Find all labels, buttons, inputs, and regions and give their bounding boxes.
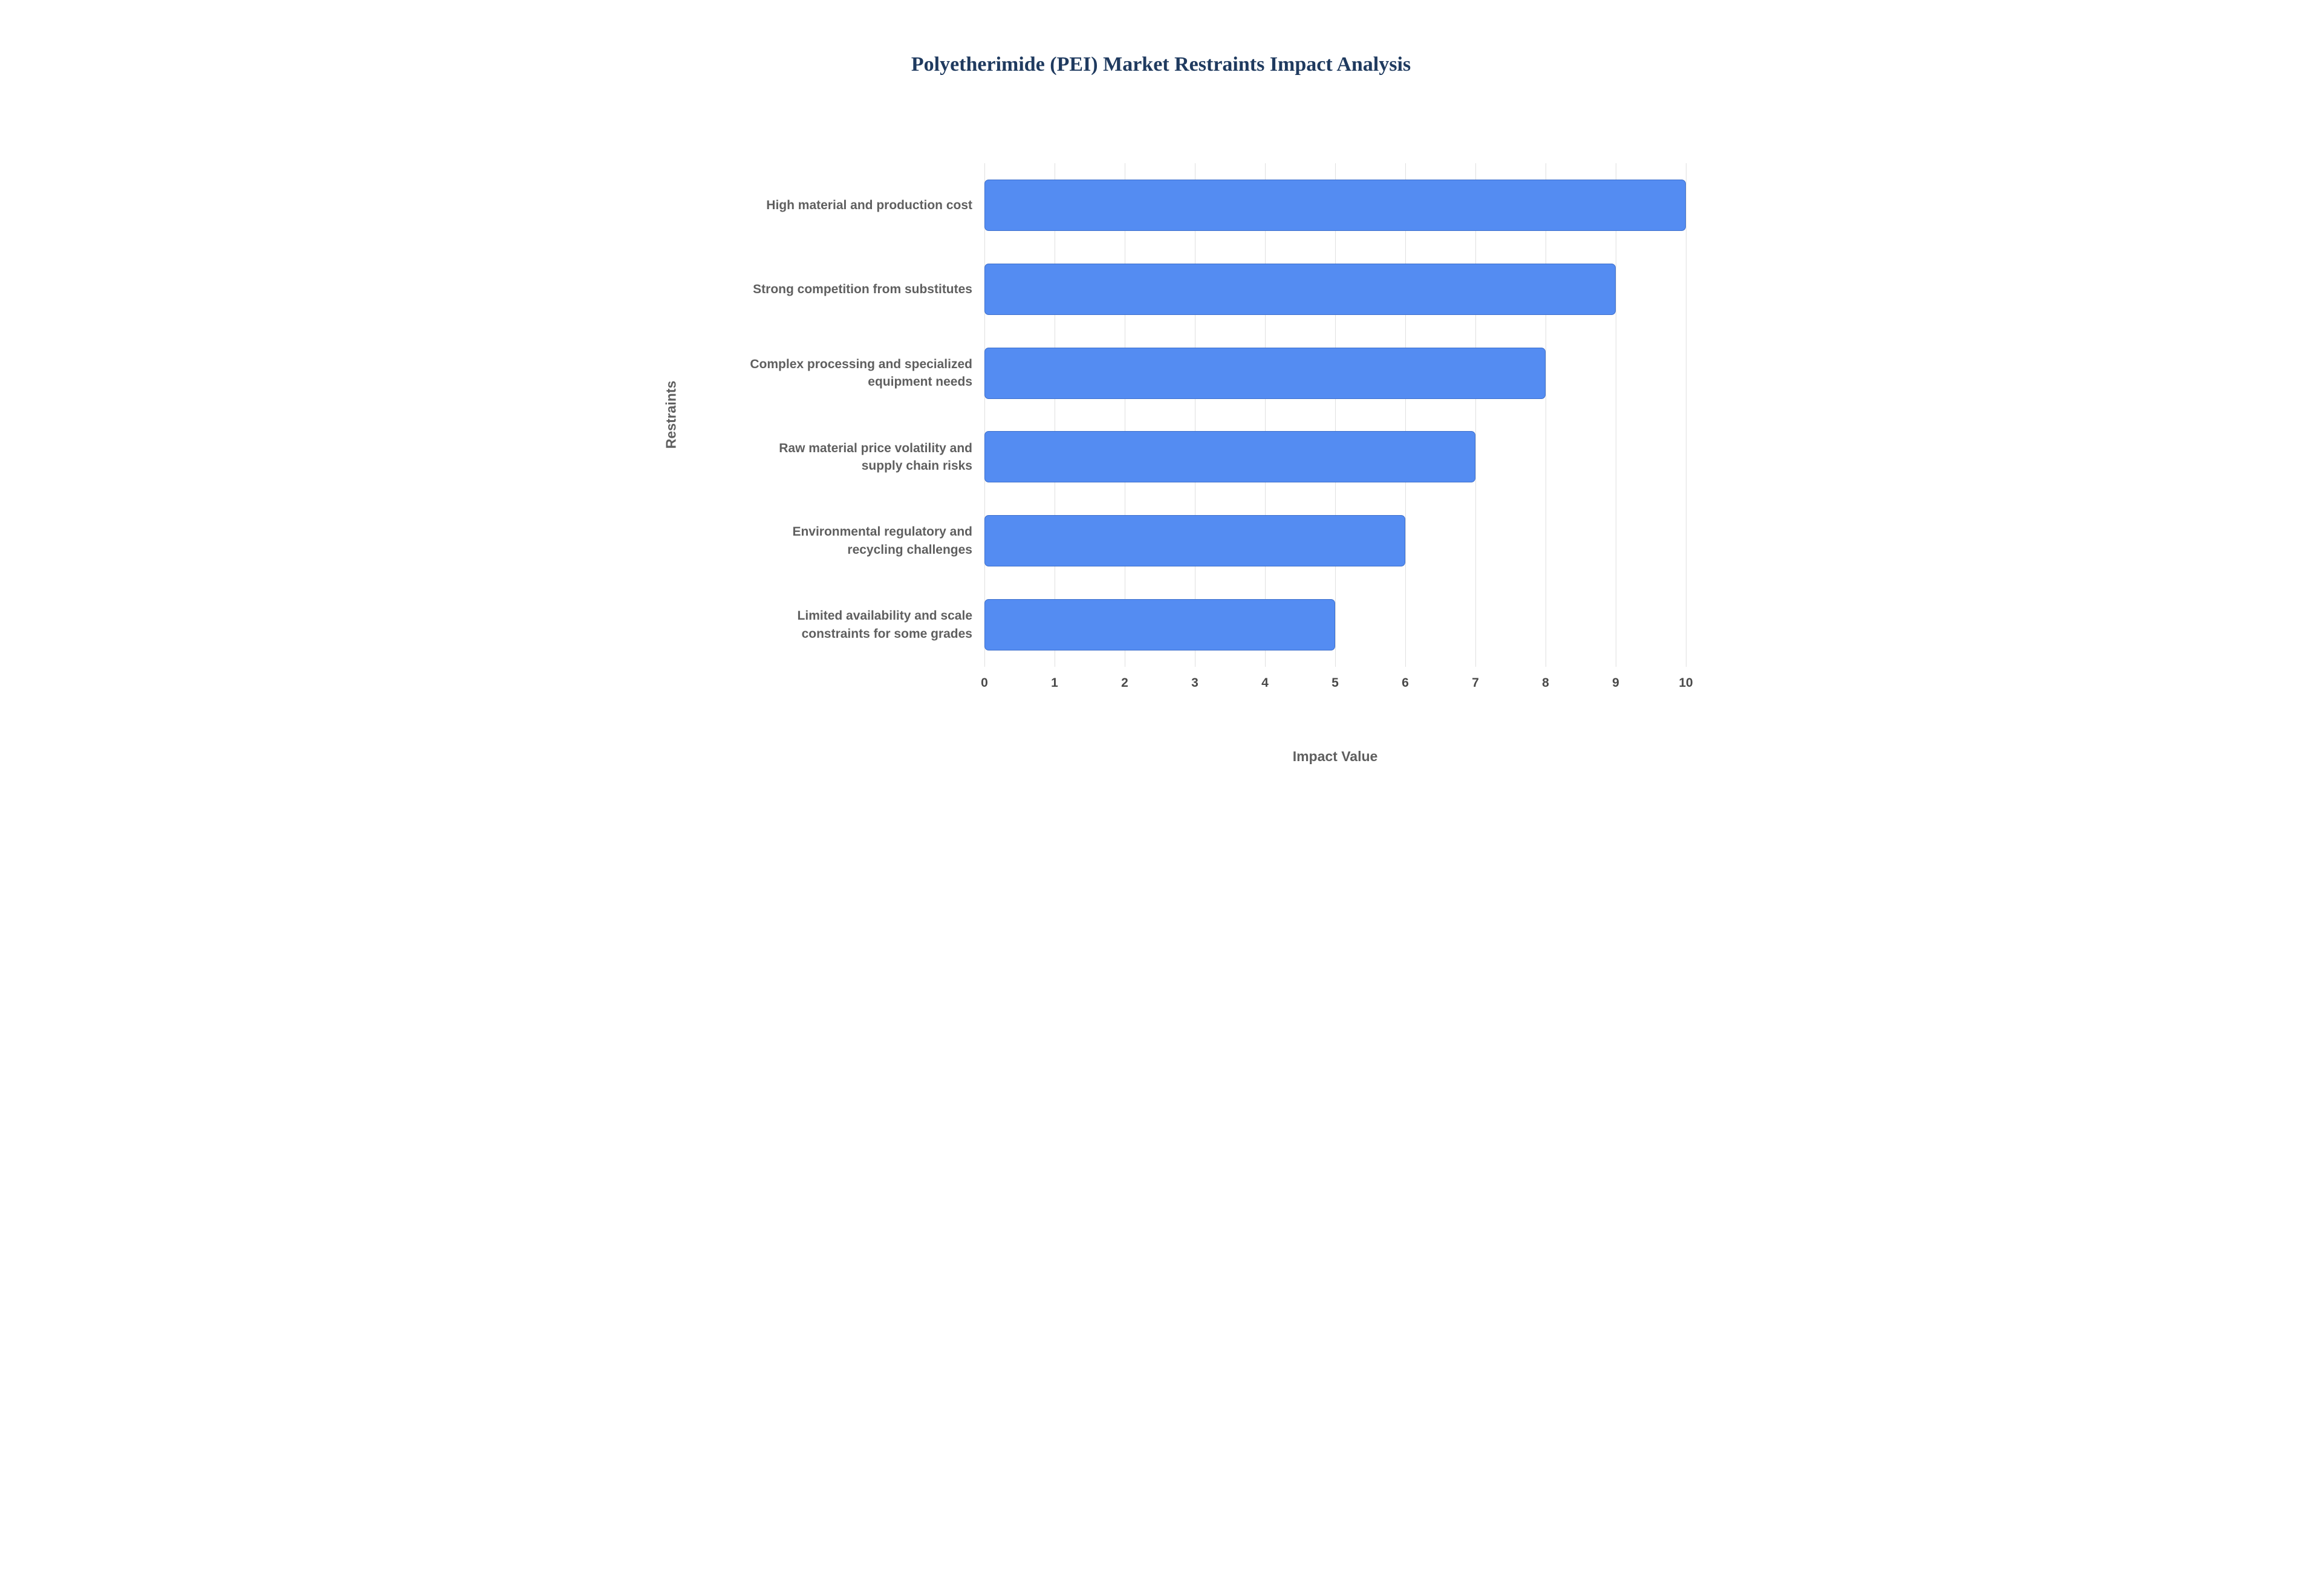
gridline xyxy=(984,163,985,667)
bar-row xyxy=(984,247,1686,331)
x-tick-label: 1 xyxy=(1051,676,1058,690)
x-tick-label: 3 xyxy=(1191,676,1198,690)
gridline xyxy=(1265,163,1266,667)
gridline xyxy=(1405,163,1406,667)
category-label-row: High material and production cost xyxy=(726,163,972,247)
category-label: Environmental regulatory and recycling c… xyxy=(792,525,972,557)
bar-4 xyxy=(984,431,1475,483)
plot-area xyxy=(984,163,1686,667)
category-label: Raw material price volatility and supply… xyxy=(779,441,972,473)
x-tick-label: 4 xyxy=(1261,676,1269,690)
bars xyxy=(984,163,1686,667)
category-label: Limited availability and scale constrain… xyxy=(797,609,972,641)
x-tick-label: 0 xyxy=(981,676,988,690)
x-tick-label: 10 xyxy=(1679,676,1693,690)
x-tick-label: 5 xyxy=(1332,676,1339,690)
x-tick-label: 8 xyxy=(1542,676,1549,690)
category-label: High material and production cost xyxy=(766,198,972,212)
x-tick-label: 6 xyxy=(1402,676,1409,690)
category-label-row: Raw material price volatility and supply… xyxy=(726,415,972,499)
bar-row xyxy=(984,415,1686,499)
bar-1 xyxy=(984,179,1686,231)
chart-title: Polyetherimide (PEI) Market Restraints I… xyxy=(911,53,1411,76)
category-label: Strong competition from substitutes xyxy=(753,282,972,296)
bar-6 xyxy=(984,599,1335,651)
bar-row xyxy=(984,499,1686,583)
category-label-row: Complex processing and specialized equip… xyxy=(726,331,972,415)
category-label-row: Strong competition from substitutes xyxy=(726,247,972,331)
gridline xyxy=(1475,163,1476,667)
x-tick-label: 2 xyxy=(1121,676,1128,690)
category-labels: High material and production cost Strong … xyxy=(726,163,972,667)
bar-2 xyxy=(984,263,1616,315)
category-label-row: Environmental regulatory and recycling c… xyxy=(726,499,972,583)
gridlines xyxy=(984,163,1686,667)
x-axis-title: Impact Value xyxy=(1292,748,1378,764)
y-axis-title: Restraints xyxy=(663,380,679,449)
category-label-row: Limited availability and scale constrain… xyxy=(726,583,972,667)
x-tick-labels: 0 1 2 3 4 5 6 7 8 9 10 xyxy=(981,676,1693,696)
chart-page: Polyetherimide (PEI) Market Restraints I… xyxy=(580,0,1742,798)
x-tick-label: 9 xyxy=(1612,676,1619,690)
bar-3 xyxy=(984,347,1546,399)
x-tick-label: 7 xyxy=(1472,676,1479,690)
bar-row xyxy=(984,163,1686,247)
category-label: Complex processing and specialized equip… xyxy=(750,357,972,389)
gridline xyxy=(1335,163,1336,667)
bar-5 xyxy=(984,515,1405,567)
bar-row xyxy=(984,331,1686,415)
bar-row xyxy=(984,583,1686,667)
